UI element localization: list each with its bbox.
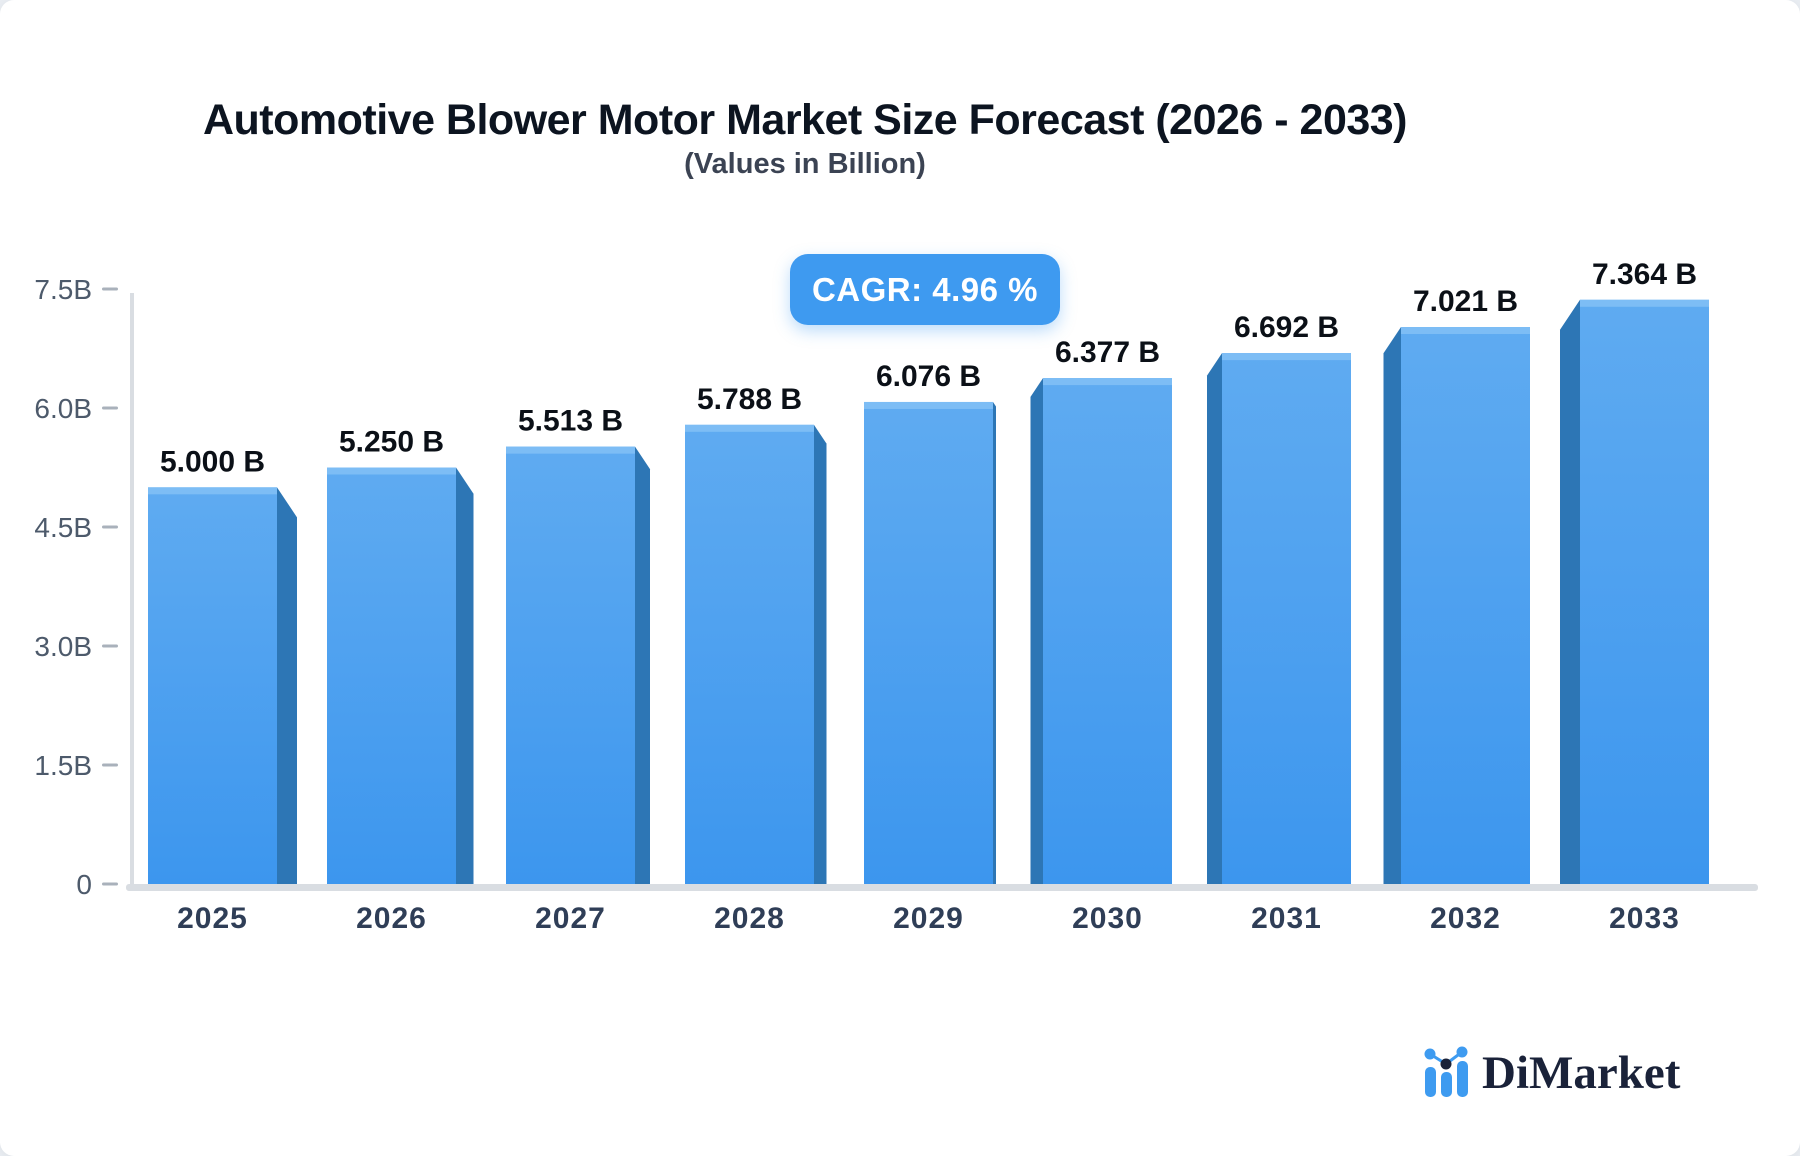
bar-2025 bbox=[148, 487, 277, 886]
bar-2027 bbox=[506, 446, 635, 886]
x-axis-label-2033: 2033 bbox=[1609, 902, 1680, 935]
y-tick-label: 0 bbox=[76, 869, 92, 900]
cagr-badge: CAGR: 4.96 % bbox=[790, 254, 1060, 325]
x-axis-label-2025: 2025 bbox=[177, 902, 248, 935]
y-tick-label: 4.5B bbox=[34, 512, 92, 543]
x-axis-label-2029: 2029 bbox=[893, 902, 964, 935]
bar-2031 bbox=[1222, 353, 1351, 886]
bar-value-label: 6.377 B bbox=[1055, 336, 1160, 369]
bar-side-2032 bbox=[1383, 327, 1401, 886]
bar-value-label: 6.692 B bbox=[1234, 311, 1339, 344]
x-axis-label-2032: 2032 bbox=[1430, 902, 1501, 935]
bar-top-highlight bbox=[506, 446, 635, 454]
y-tick-label: 7.5B bbox=[34, 274, 92, 305]
brand-icon-bar bbox=[1441, 1072, 1452, 1097]
bar-side-2033 bbox=[1560, 299, 1580, 887]
bar-top-highlight bbox=[1222, 353, 1351, 361]
bar-2032 bbox=[1401, 327, 1530, 886]
bar-top-highlight bbox=[327, 467, 456, 475]
bar-top-highlight bbox=[1401, 327, 1530, 335]
bar-side-2026 bbox=[456, 467, 474, 886]
bar-top-highlight bbox=[1580, 299, 1709, 307]
bar-2033 bbox=[1580, 299, 1709, 887]
bar-2030 bbox=[1043, 378, 1172, 886]
y-tick-label: 1.5B bbox=[34, 750, 92, 781]
bar-side-2025 bbox=[277, 487, 297, 886]
bar-side-2027 bbox=[635, 446, 650, 886]
brand-icon-dot bbox=[1456, 1046, 1468, 1058]
chart-subtitle: (Values in Billion) bbox=[684, 148, 926, 180]
bar-top-highlight bbox=[1043, 378, 1172, 386]
y-tick-label: 6.0B bbox=[34, 393, 92, 424]
y-tick bbox=[102, 882, 118, 886]
bar-value-label: 7.364 B bbox=[1592, 258, 1697, 291]
bar-value-label: 6.076 B bbox=[876, 360, 981, 393]
x-axis-line bbox=[126, 884, 1758, 891]
bar-value-label: 7.021 B bbox=[1413, 285, 1518, 318]
brand-icon-bar bbox=[1457, 1061, 1468, 1097]
bar-2029 bbox=[864, 401, 993, 886]
y-tick bbox=[102, 406, 118, 410]
x-axis-label-2027: 2027 bbox=[535, 902, 606, 935]
brand-chart-icon bbox=[1424, 1046, 1468, 1097]
bar-value-label: 5.250 B bbox=[339, 426, 444, 459]
bar-side-2029 bbox=[993, 401, 996, 886]
bar-2028 bbox=[685, 424, 814, 886]
bar-value-label: 5.513 B bbox=[518, 405, 623, 438]
x-axis-label-2030: 2030 bbox=[1072, 902, 1143, 935]
y-tick bbox=[102, 763, 118, 767]
x-axis-label-2031: 2031 bbox=[1251, 902, 1322, 935]
y-tick bbox=[102, 644, 118, 648]
brand-logo: DiMarket bbox=[1420, 1038, 1750, 1108]
y-tick bbox=[102, 525, 118, 529]
y-tick bbox=[102, 287, 118, 291]
bar-top-highlight bbox=[148, 487, 277, 495]
bar-value-label: 5.788 B bbox=[697, 383, 802, 416]
chart-title: Automotive Blower Motor Market Size Fore… bbox=[202, 96, 1408, 144]
bar-top-highlight bbox=[864, 401, 993, 409]
brand-icon-bar bbox=[1425, 1067, 1436, 1097]
bar-top-highlight bbox=[685, 424, 814, 432]
brand-name: DiMarket bbox=[1482, 1047, 1681, 1099]
brand-icon-dot bbox=[1424, 1048, 1436, 1060]
x-axis-label-2026: 2026 bbox=[356, 902, 427, 935]
bar-value-label: 5.000 B bbox=[160, 445, 265, 478]
x-axis-label-2028: 2028 bbox=[714, 902, 785, 935]
y-tick-label: 3.0B bbox=[34, 631, 92, 662]
bar-side-2031 bbox=[1207, 353, 1222, 886]
brand-icon-dot bbox=[1440, 1058, 1452, 1070]
cagr-badge-label: CAGR: 4.96 % bbox=[811, 270, 1039, 308]
bar-2026 bbox=[327, 467, 456, 886]
y-axis-line bbox=[130, 293, 134, 884]
bar-side-2028 bbox=[814, 424, 827, 886]
bar-side-2030 bbox=[1030, 378, 1043, 886]
